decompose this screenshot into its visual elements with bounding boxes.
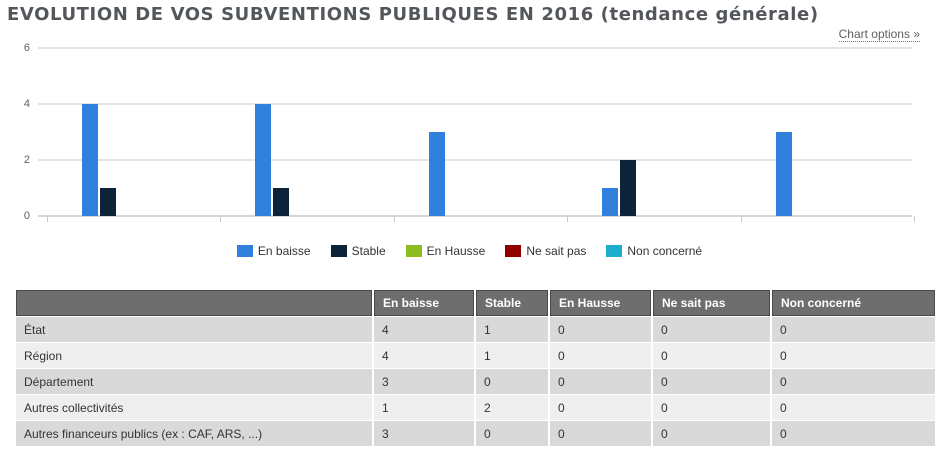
row-label-cell: Département (16, 369, 372, 394)
page-title: EVOLUTION DE VOS SUBVENTIONS PUBLIQUES E… (7, 4, 819, 25)
value-cell: 4 (374, 343, 474, 368)
value-cell: 0 (653, 343, 770, 368)
value-cell: 3 (374, 421, 474, 446)
x-axis-tick (220, 216, 222, 222)
legend-swatch-icon (330, 245, 347, 257)
value-cell: 1 (476, 343, 548, 368)
column-header: Ne sait pas (653, 290, 770, 316)
column-header: En baisse (374, 290, 474, 316)
table-body: État 4 1 0 0 0 Région 4 1 0 0 0 Département 3 0 0 0 0 Autr… (16, 317, 935, 446)
x-axis-tick (393, 216, 395, 222)
legend-item-en-baisse[interactable]: En baisse (236, 244, 311, 258)
subventions-bar-chart: 0 2 4 6 En baisse Stable En Hausse Ne sait pas… (0, 40, 939, 272)
bar-stable (273, 188, 290, 216)
y-axis-tick-label: 6 (23, 42, 30, 55)
legend-swatch-icon (606, 245, 623, 257)
bar-en-baisse (82, 104, 98, 216)
table-row: Département 3 0 0 0 0 (16, 369, 935, 394)
y-axis-tick-label: 0 (23, 210, 30, 222)
table-header: En baisse Stable En Hausse Ne sait pas Non c… (16, 290, 935, 316)
value-cell: 0 (772, 421, 935, 446)
row-label-cell: Région (16, 343, 372, 368)
legend-swatch-icon (236, 245, 253, 257)
chart-legend: En baisse Stable En Hausse Ne sait pas Non c… (0, 244, 939, 258)
table-row: Autres collectivités 1 2 0 0 0 (16, 395, 935, 420)
row-label-cell: État (16, 317, 372, 342)
table-header-row: En baisse Stable En Hausse Ne sait pas Non c… (16, 290, 935, 316)
value-cell: 3 (374, 369, 474, 394)
y-axis-tick-label: 2 (23, 154, 30, 167)
value-cell: 0 (550, 369, 651, 394)
x-axis-tick (47, 216, 48, 222)
x-axis-tick (740, 216, 742, 222)
legend-label: Non concerné (627, 244, 703, 258)
legend-item-non-concerné[interactable]: Non concerné (606, 244, 702, 258)
row-label-cell: Autres collectivités (16, 395, 372, 420)
value-cell: 4 (374, 317, 474, 342)
y-axis-tick-label: 4 (23, 98, 30, 111)
table-row: Autres financeurs publics (ex : CAF, ARS… (16, 421, 935, 446)
legend-item-en-hausse[interactable]: En Hausse (405, 244, 486, 258)
value-cell: 0 (772, 343, 935, 368)
bar-en-baisse (255, 104, 272, 216)
bar-en-baisse (428, 132, 445, 216)
x-axis-tick (567, 216, 569, 222)
y-gridline (38, 47, 912, 50)
y-gridline (38, 103, 912, 106)
row-label-cell: Autres financeurs publics (ex : CAF, ARS… (16, 421, 372, 446)
x-axis-tick (914, 216, 915, 222)
column-header (16, 290, 372, 316)
value-cell: 0 (653, 317, 770, 342)
legend-swatch-icon (405, 245, 422, 257)
value-cell: 1 (374, 395, 474, 420)
value-cell: 0 (772, 369, 935, 394)
value-cell: 0 (653, 395, 770, 420)
value-cell: 0 (476, 421, 548, 446)
table-row: Région 4 1 0 0 0 (16, 343, 935, 368)
y-gridline (38, 215, 912, 217)
column-header: Stable (476, 290, 548, 316)
column-header: Non concerné (772, 290, 935, 316)
legend-label: En Hausse (426, 244, 486, 258)
bar-stable (620, 160, 637, 216)
results-data-table: En baisse Stable En Hausse Ne sait pas Non c… (14, 289, 937, 447)
legend-label: Ne sait pas (526, 244, 587, 258)
value-cell: 0 (772, 317, 935, 342)
chart-options-container: Chart options » (838, 27, 920, 42)
value-cell: 0 (550, 421, 651, 446)
bar-en-baisse (602, 188, 619, 216)
bar-en-baisse (775, 132, 792, 216)
value-cell: 0 (772, 395, 935, 420)
y-gridline (38, 159, 912, 162)
value-cell: 1 (476, 317, 548, 342)
legend-label: Stable (351, 244, 386, 258)
value-cell: 0 (653, 369, 770, 394)
column-header: En Hausse (550, 290, 651, 316)
value-cell: 2 (476, 395, 548, 420)
value-cell: 0 (550, 317, 651, 342)
legend-swatch-icon (505, 245, 522, 257)
chart-options-link[interactable]: Chart options » (838, 27, 920, 42)
legend-item-stable[interactable]: Stable (330, 244, 386, 258)
legend-item-ne-sait-pas[interactable]: Ne sait pas (505, 244, 586, 258)
bar-stable (100, 188, 116, 216)
value-cell: 0 (550, 395, 651, 420)
table-row: État 4 1 0 0 0 (16, 317, 935, 342)
legend-label: En baisse (257, 244, 311, 258)
value-cell: 0 (653, 421, 770, 446)
value-cell: 0 (550, 343, 651, 368)
value-cell: 0 (476, 369, 548, 394)
